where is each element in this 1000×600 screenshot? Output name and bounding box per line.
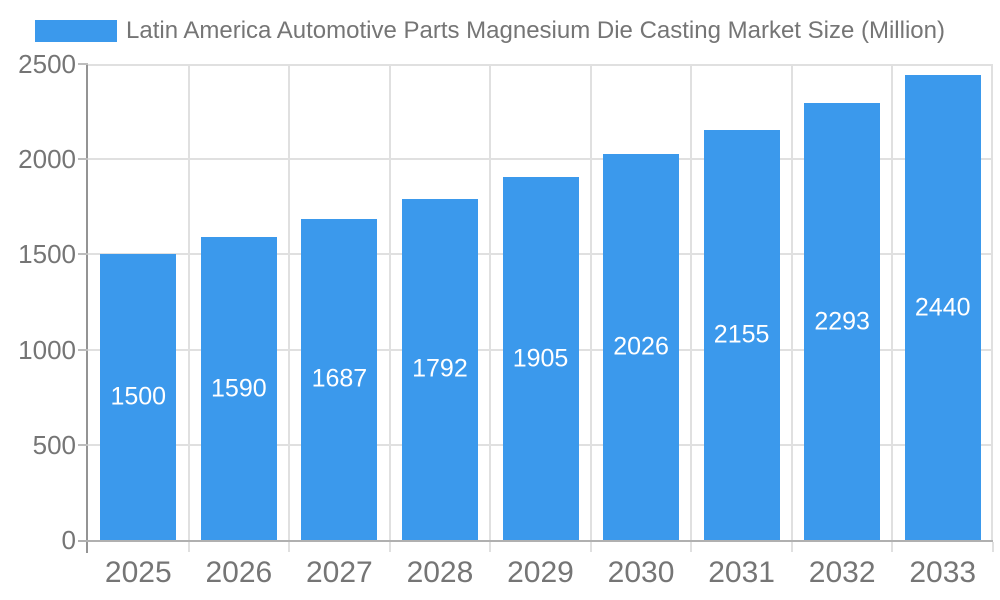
bar: 1792 — [401, 198, 478, 540]
bar-value-label: 2440 — [914, 293, 971, 322]
h-gridline — [88, 158, 993, 161]
v-gridline — [991, 64, 993, 540]
legend-label[interactable]: Latin America Automotive Parts Magnesium… — [126, 17, 945, 44]
x-axis-label: 2028 — [406, 556, 474, 589]
chart-legend[interactable]: Latin America Automotive Parts Magnesium… — [35, 17, 945, 45]
x-axis-label: 2026 — [205, 556, 273, 589]
bar: 2155 — [703, 129, 780, 540]
y-tick — [78, 253, 88, 256]
bar-value-label: 1500 — [110, 382, 167, 411]
legend-swatch[interactable] — [35, 20, 117, 42]
y-axis-label: 2000 — [18, 144, 76, 175]
bar-value-label: 1905 — [512, 344, 569, 373]
bar: 1687 — [301, 218, 378, 540]
v-gridline — [489, 64, 492, 540]
bar-value-label: 2155 — [713, 320, 770, 349]
v-gridline — [388, 64, 391, 540]
bar: 2440 — [904, 75, 981, 540]
y-axis-label: 2500 — [18, 49, 76, 79]
v-gridline — [790, 64, 793, 540]
x-tick — [489, 542, 492, 552]
bar: 2293 — [804, 103, 881, 540]
v-gridline — [288, 64, 291, 540]
bar: 1905 — [502, 177, 579, 540]
y-tick — [78, 348, 88, 351]
y-tick — [78, 158, 88, 161]
x-axis-label: 2032 — [808, 556, 876, 589]
bar: 2026 — [603, 154, 680, 540]
bar-value-label: 1687 — [311, 364, 368, 393]
x-tick — [790, 542, 793, 552]
x-tick — [690, 542, 693, 552]
bar-value-label: 1792 — [412, 354, 468, 383]
x-tick — [388, 542, 391, 552]
x-axis-line — [78, 540, 993, 542]
x-tick — [288, 542, 291, 552]
bar: 1500 — [100, 254, 177, 540]
bar-value-label: 1590 — [211, 374, 267, 403]
x-tick — [891, 542, 894, 552]
x-tick — [187, 542, 190, 552]
y-axis-label: 1500 — [18, 239, 76, 270]
bar-value-label: 2026 — [613, 332, 669, 361]
y-axis-line — [86, 64, 88, 553]
v-gridline — [690, 64, 693, 540]
x-axis-label: 2031 — [708, 556, 775, 589]
v-gridline — [891, 64, 894, 540]
x-axis-label: 2027 — [306, 556, 373, 589]
plot-area: 1500 1590 1687 1792 1905 2026 2155 2293 2440 — [88, 64, 993, 540]
x-axis-label: 2025 — [104, 556, 172, 589]
y-axis-label: 0 — [61, 525, 76, 555]
bar: 1590 — [200, 237, 277, 540]
y-tick — [78, 443, 88, 446]
v-gridline — [187, 64, 190, 540]
y-axis-label: 1000 — [18, 334, 76, 365]
x-axis-label: 2033 — [909, 556, 977, 589]
bar-value-label: 2293 — [814, 307, 870, 336]
v-gridline — [589, 64, 592, 540]
x-tick — [589, 542, 592, 552]
y-axis-label: 500 — [32, 429, 76, 460]
x-axis-label: 2030 — [607, 556, 675, 589]
h-gridline — [88, 64, 993, 66]
y-tick — [78, 63, 88, 65]
x-tick — [992, 542, 994, 552]
x-axis-label: 2029 — [507, 556, 574, 589]
